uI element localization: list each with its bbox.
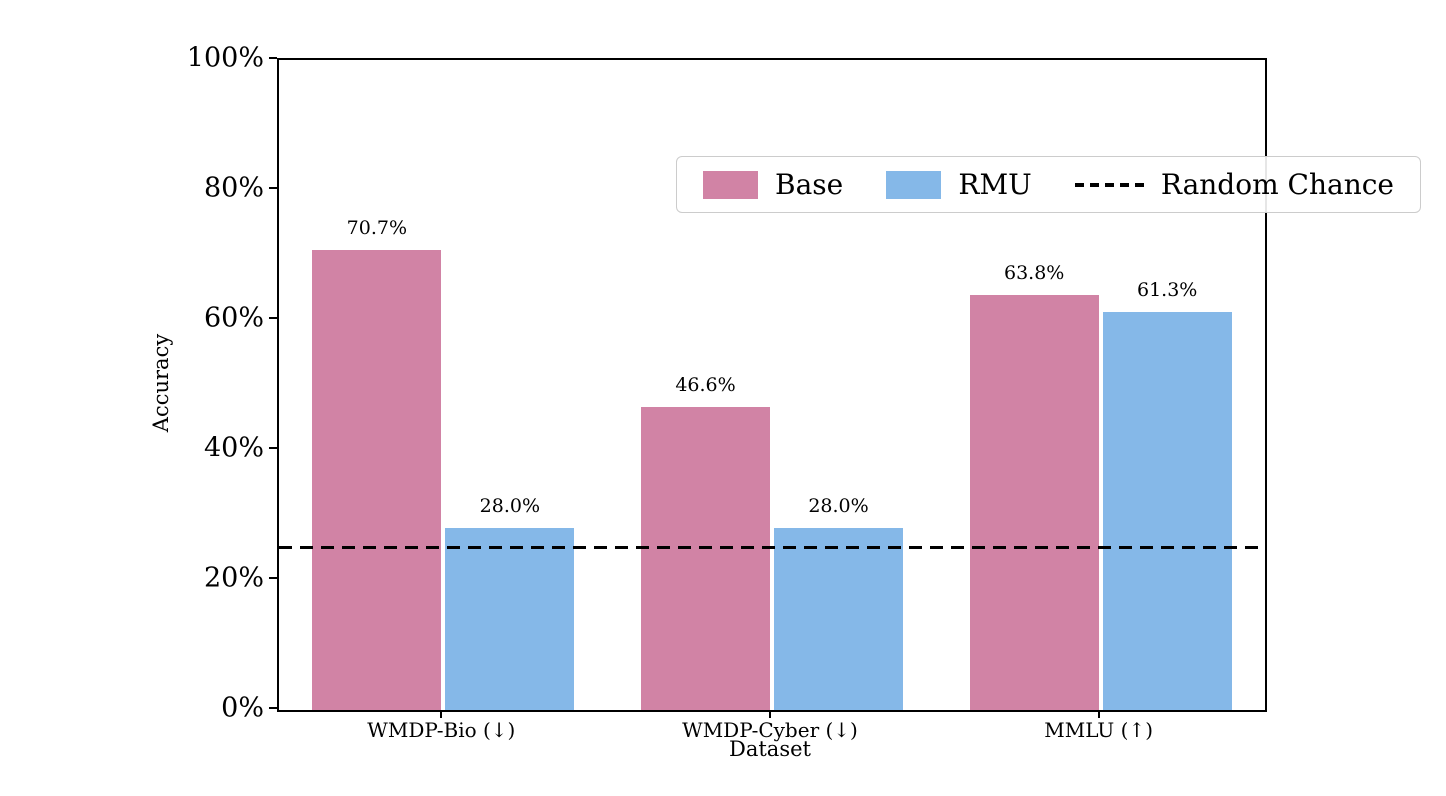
x-tick-mark <box>1097 710 1100 718</box>
dashed-line-icon <box>1074 182 1144 187</box>
y-tick-label: 100% <box>186 42 264 74</box>
bar-value-label: 46.6% <box>675 374 736 396</box>
x-tick-label: WMDP-Cyber (↓) <box>682 718 858 742</box>
bar-value-label: 28.0% <box>479 495 541 517</box>
bar-value-label: 61.3% <box>1136 279 1198 301</box>
x-tick-label: WMDP-Bio (↓) <box>367 718 516 742</box>
y-tick-mark <box>269 57 277 59</box>
plot-area: 70.7% 46.6% 63.8% 28.0% 28.0% 61.3% Base RMU … <box>277 58 1421 712</box>
legend-label-rmu: RMU <box>958 168 1032 201</box>
bar-base-2 <box>641 407 770 710</box>
bar-value-label: 70.7% <box>346 217 408 239</box>
random-chance-line <box>279 546 1265 549</box>
y-tick-mark <box>269 187 277 189</box>
legend-item-random-chance: Random Chance <box>1074 168 1394 201</box>
y-axis-title: Accuracy <box>149 333 173 433</box>
y-tick-label: 60% <box>203 302 264 334</box>
bar-rmu-3 <box>1102 312 1232 710</box>
legend-label-random-chance: Random Chance <box>1160 168 1394 201</box>
y-tick-label: 0% <box>221 692 264 724</box>
y-tick-label: 80% <box>203 172 264 204</box>
y-tick-mark <box>269 577 277 579</box>
legend-label-base: Base <box>775 168 844 201</box>
bar-value-label: 63.8% <box>1003 262 1065 284</box>
y-tick-label: 40% <box>203 432 264 464</box>
bar-base-3 <box>969 295 1099 710</box>
legend: Base RMU Random Chance <box>676 156 1421 213</box>
base-color-swatch <box>703 170 758 199</box>
y-tick-label: 20% <box>203 562 264 594</box>
bar-rmu-1 <box>445 528 575 710</box>
y-tick-mark <box>269 447 277 449</box>
x-tick-label: MMLU (↑) <box>1044 718 1154 742</box>
legend-item-base: Base <box>703 168 843 201</box>
rmu-color-swatch <box>886 170 942 199</box>
bar-value-label: 28.0% <box>808 495 869 517</box>
x-axis-title: Dataset <box>729 737 811 761</box>
y-tick-mark <box>269 707 277 709</box>
x-tick-mark <box>440 710 443 718</box>
bar-rmu-2 <box>774 528 903 710</box>
bar-base-1 <box>312 250 442 710</box>
legend-item-rmu: RMU <box>886 168 1032 201</box>
x-tick-mark <box>769 710 771 718</box>
y-tick-mark <box>269 317 277 319</box>
